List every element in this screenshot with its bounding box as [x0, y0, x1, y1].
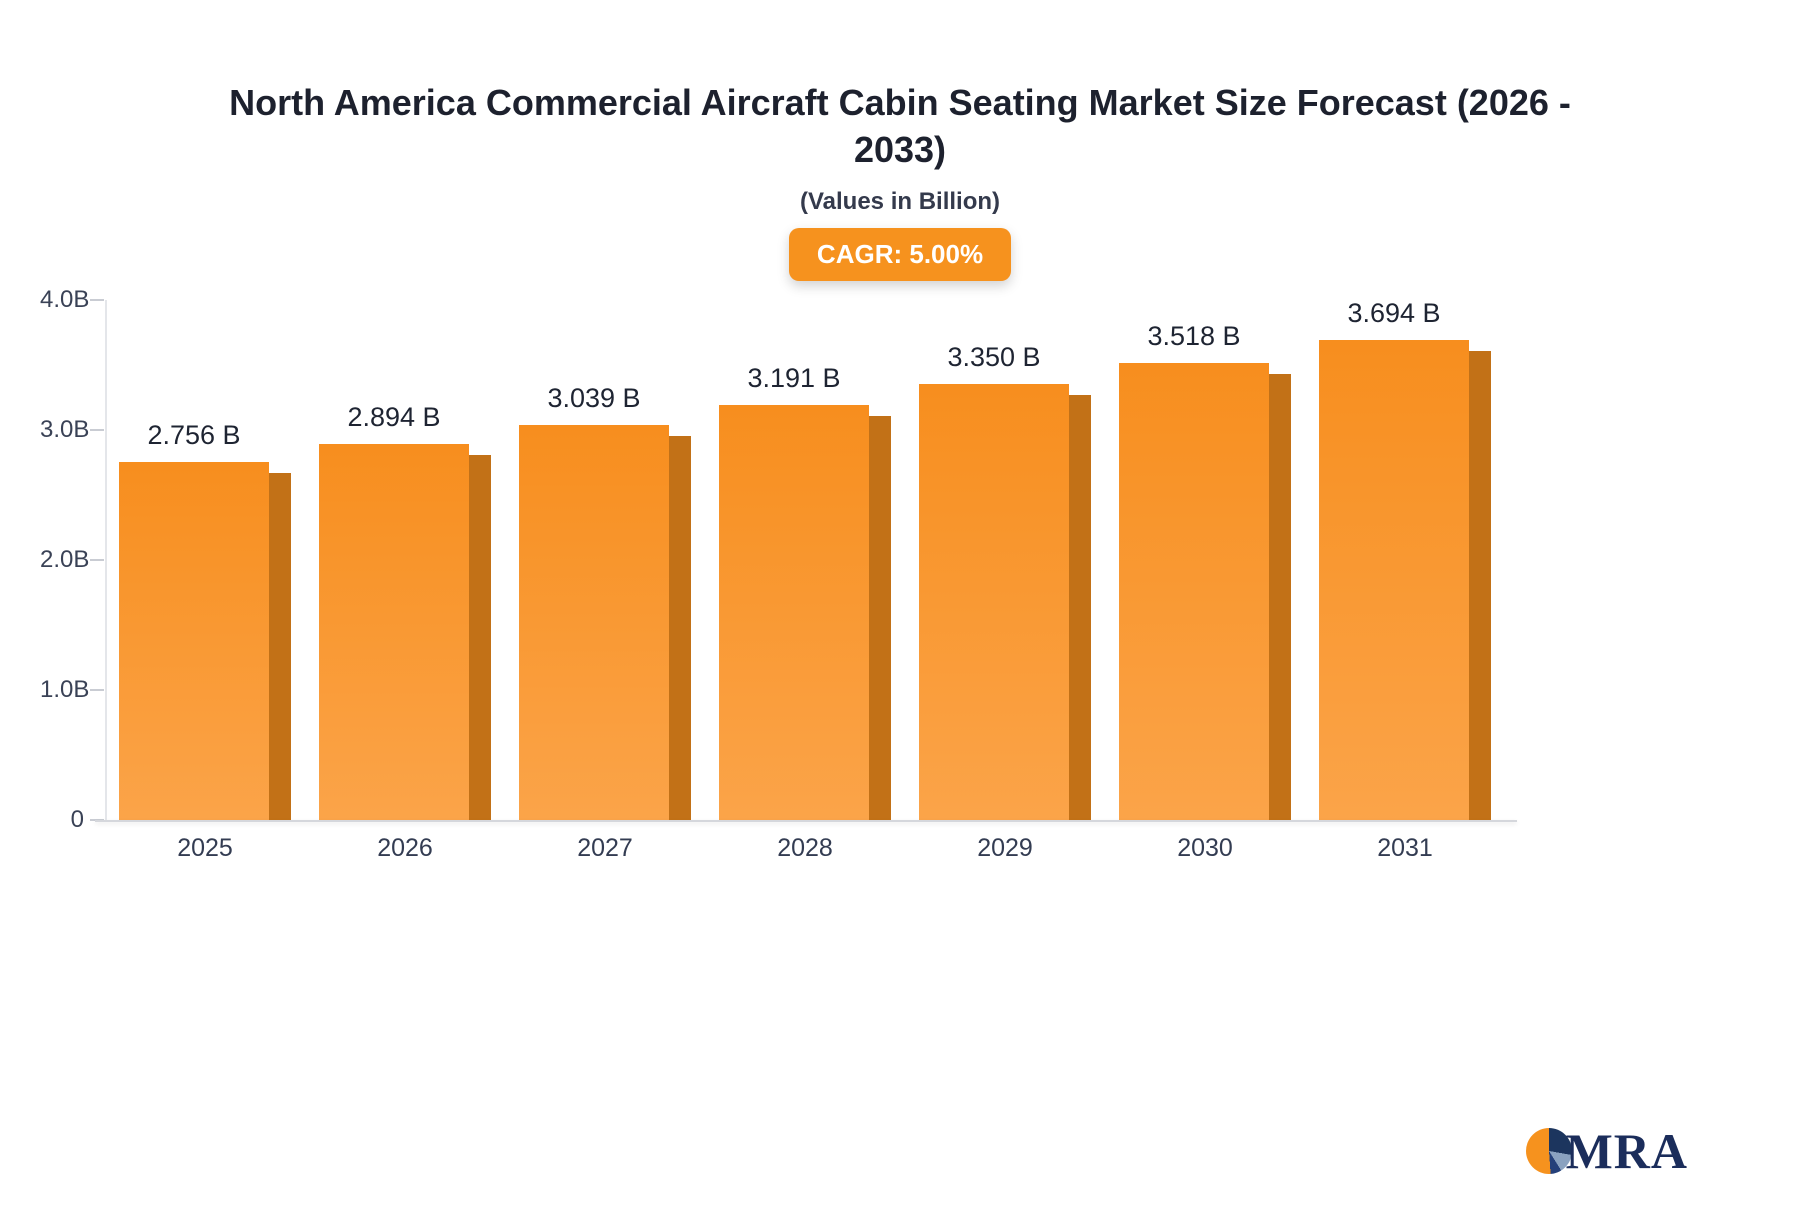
bar-side-face	[669, 436, 691, 820]
bar-side-face	[469, 455, 491, 820]
bar-front-face	[1119, 363, 1269, 820]
bar-front-face	[519, 425, 669, 820]
bar: 3.518 B	[1119, 321, 1291, 820]
y-axis-label: 2.0B	[40, 546, 90, 573]
bar-value-label: 3.518 B	[1147, 321, 1241, 351]
bar: 3.694 B	[1319, 298, 1491, 820]
bar-front-face	[119, 462, 269, 820]
y-axis-label: 1.0B	[40, 676, 90, 703]
bar-front-face	[319, 444, 469, 820]
bar: 3.039 B	[519, 383, 691, 820]
bar-side-face	[1469, 351, 1491, 820]
bar-value-label: 3.039 B	[547, 383, 641, 413]
bar-value-label: 3.350 B	[947, 342, 1041, 372]
y-axis-tick	[90, 299, 104, 301]
x-axis-label: 2029	[977, 834, 1033, 862]
bar-front-face	[919, 384, 1069, 820]
cagr-badge: CAGR: 5.00%	[788, 227, 1012, 281]
bar: 3.350 B	[919, 342, 1091, 820]
y-axis-tick	[90, 559, 104, 561]
x-axis-label: 2030	[1177, 834, 1233, 862]
bar-chart: 0 1.0B 2.0B 3.0B 4.0B 2.756 B 2.894 B 3.039 B 3…	[40, 285, 1520, 885]
mra-logo-icon	[1525, 1128, 1572, 1174]
bar-front-face	[1319, 340, 1469, 820]
bar-group: 3.039 B	[505, 300, 705, 820]
bar-series: 2.756 B 2.894 B 3.039 B 3.191 B 3.350 B 3.518…	[105, 298, 1505, 820]
x-axis: 2025 2026 2027 2028 2029 2030 2031	[105, 834, 1505, 863]
bar-value-label: 2.894 B	[347, 402, 441, 432]
chart-header: North America Commercial Aircraft Cabin …	[0, 0, 1800, 281]
x-axis-label: 2027	[577, 834, 633, 862]
bar-group: 3.191 B	[705, 300, 905, 820]
bar-group: 3.350 B	[905, 300, 1105, 820]
bar-side-face	[1069, 395, 1091, 820]
bar-value-label: 2.756 B	[147, 420, 241, 450]
x-axis-line	[95, 820, 1517, 822]
bar-side-face	[869, 416, 891, 820]
x-axis-label: 2025	[177, 834, 233, 862]
y-axis-tick	[90, 689, 104, 691]
plot-area	[105, 300, 1505, 820]
x-axis-label: 2028	[777, 834, 833, 862]
chart-subtitle: (Values in Billion)	[799, 187, 1001, 215]
bar-value-label: 3.191 B	[747, 363, 841, 393]
mra-logo: MRA	[1525, 1122, 1688, 1180]
bar-group: 3.694 B	[1305, 298, 1505, 820]
y-axis-label: 4.0B	[40, 286, 90, 313]
x-axis-label: 2031	[1377, 834, 1433, 862]
mra-logo-text: MRA	[1565, 1123, 1688, 1179]
bar-group: 2.894 B	[305, 300, 505, 820]
bar: 2.894 B	[319, 402, 491, 820]
bar-side-face	[1269, 374, 1291, 820]
x-axis-label: 2026	[377, 834, 433, 862]
bar: 3.191 B	[719, 363, 891, 820]
bar-group: 2.756 B	[105, 300, 305, 820]
bar-side-face	[269, 473, 291, 820]
y-axis-label: 0	[70, 806, 84, 833]
chart-title: North America Commercial Aircraft Cabin …	[229, 82, 1571, 170]
bar: 2.756 B	[119, 420, 291, 820]
bar-group: 3.518 B	[1105, 300, 1305, 820]
y-axis-label: 3.0B	[40, 416, 90, 443]
bar-front-face	[719, 405, 869, 820]
y-axis-tick	[90, 429, 104, 431]
bar-value-label: 3.694 B	[1347, 298, 1441, 328]
